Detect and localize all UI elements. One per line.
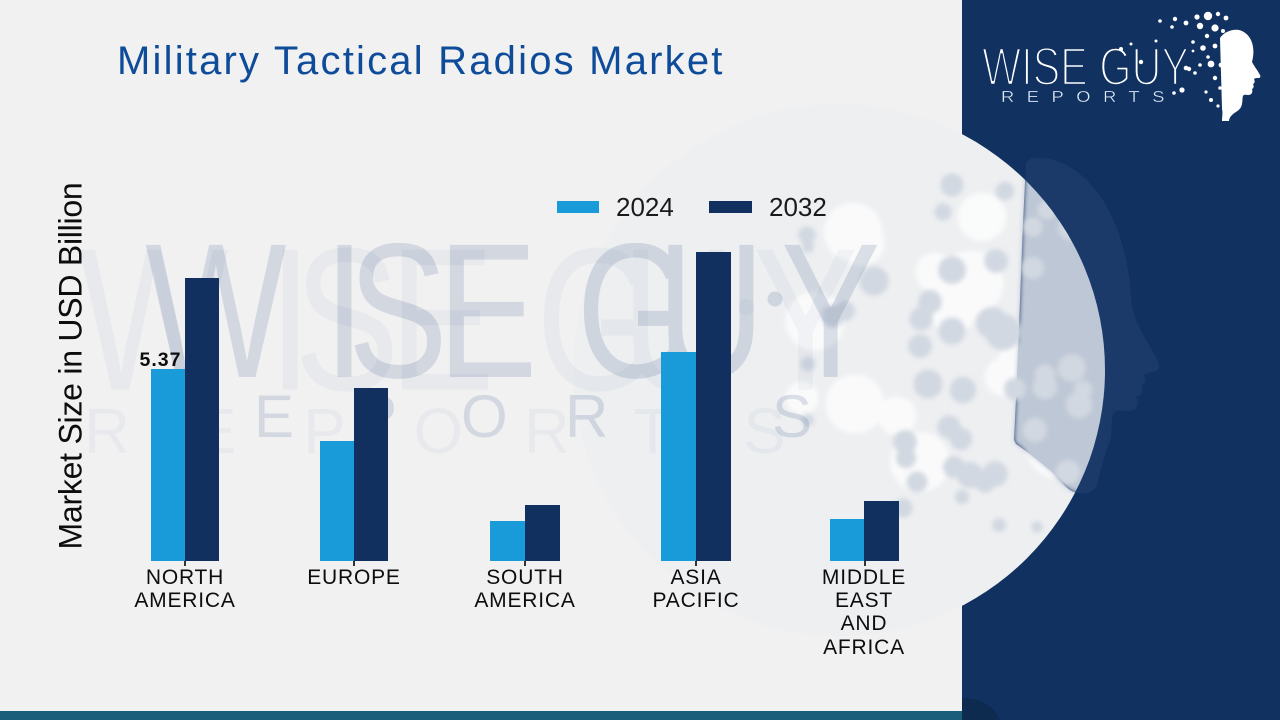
svg-text:WISE GUY: WISE GUY (982, 37, 1189, 97)
svg-text:REPORTS: REPORTS (1001, 89, 1177, 106)
